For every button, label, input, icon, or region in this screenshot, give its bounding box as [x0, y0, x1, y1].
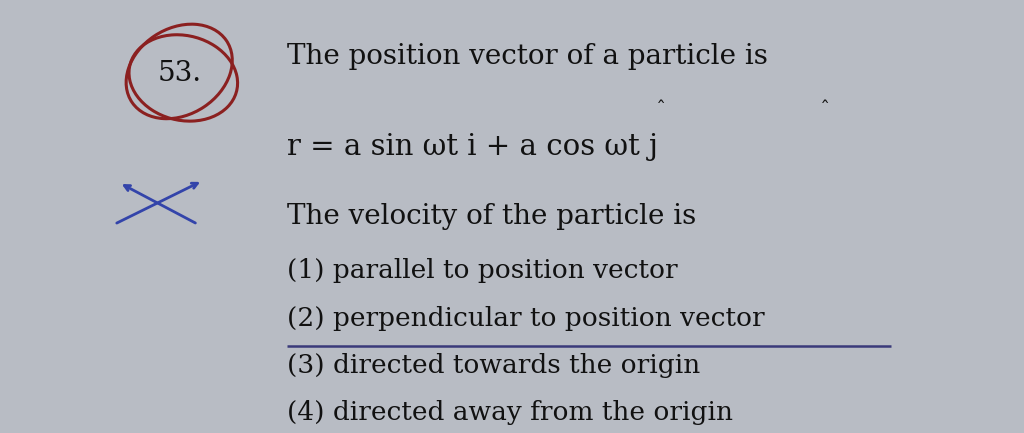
- Text: The velocity of the particle is: The velocity of the particle is: [287, 203, 696, 230]
- Text: (3) directed towards the origin: (3) directed towards the origin: [287, 353, 700, 378]
- Text: (1) parallel to position vector: (1) parallel to position vector: [287, 258, 677, 283]
- Text: The position vector of a particle is: The position vector of a particle is: [287, 43, 768, 70]
- Text: r = a sin ωt i + a cos ωt j: r = a sin ωt i + a cos ωt j: [287, 133, 657, 161]
- Text: 53.: 53.: [157, 60, 202, 87]
- Text: (4) directed away from the origin: (4) directed away from the origin: [287, 400, 733, 425]
- Text: (2) perpendicular to position vector: (2) perpendicular to position vector: [287, 306, 764, 331]
